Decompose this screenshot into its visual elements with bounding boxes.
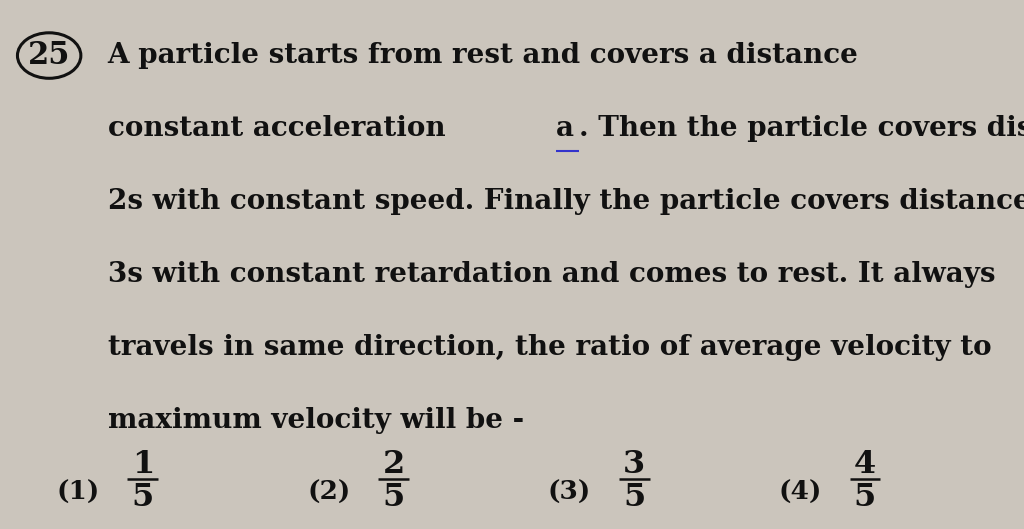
Text: (4): (4) [778, 479, 821, 505]
Text: maximum velocity will be -: maximum velocity will be - [108, 407, 523, 434]
Text: 4: 4 [854, 449, 877, 480]
Text: A particle starts from rest and covers a distance: A particle starts from rest and covers a… [108, 42, 868, 69]
Text: 1: 1 [132, 449, 154, 480]
Text: travels in same direction, the ratio of average velocity to: travels in same direction, the ratio of … [108, 334, 991, 361]
Text: . Then the particle covers distance: . Then the particle covers distance [579, 115, 1024, 142]
Text: 5: 5 [854, 482, 877, 513]
Text: (2): (2) [307, 479, 350, 505]
Text: constant acceleration: constant acceleration [108, 115, 455, 142]
Text: a: a [556, 115, 573, 142]
Text: (3): (3) [548, 479, 591, 505]
Text: 2s with constant speed. Finally the particle covers distance: 2s with constant speed. Finally the part… [108, 188, 1024, 215]
Text: 3s with constant retardation and comes to rest. It always: 3s with constant retardation and comes t… [108, 261, 995, 288]
Text: 3: 3 [624, 449, 645, 480]
Text: 5: 5 [132, 482, 154, 513]
Text: 5: 5 [624, 482, 645, 513]
Text: 25: 25 [28, 40, 71, 71]
Text: (1): (1) [56, 479, 99, 505]
Text: 2: 2 [383, 449, 404, 480]
Text: 5: 5 [383, 482, 404, 513]
